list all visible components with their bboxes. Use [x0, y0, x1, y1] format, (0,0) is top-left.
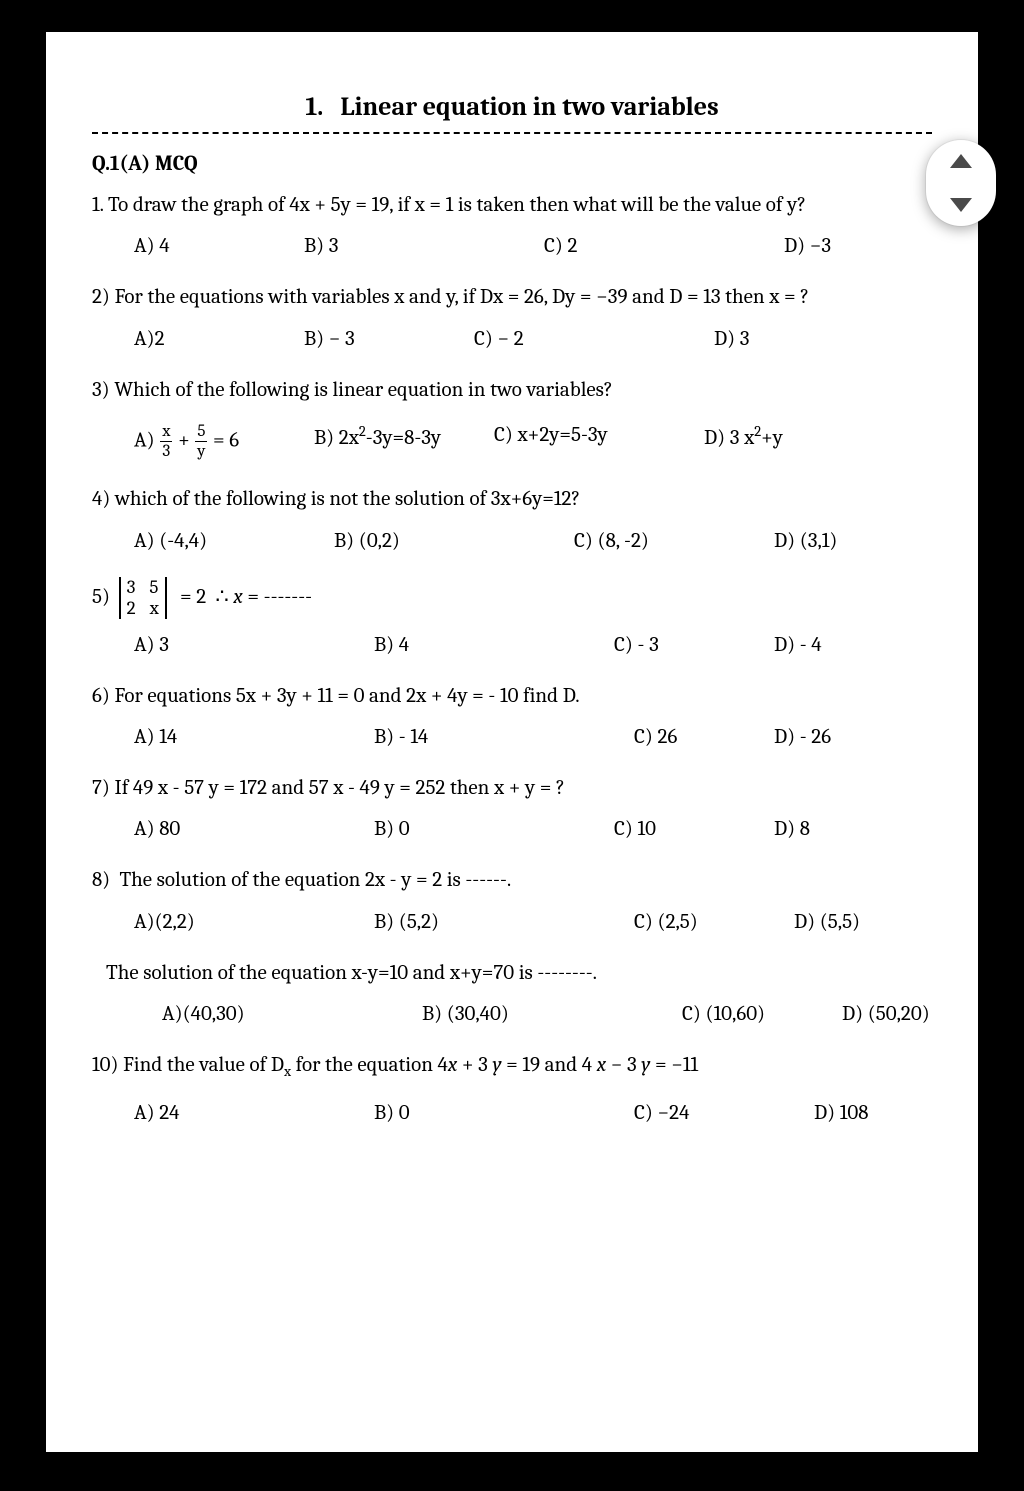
fraction: 5y — [195, 423, 207, 460]
option[interactable]: B) 3 — [304, 234, 544, 258]
section-heading: Q.1(A) MCQ — [92, 152, 932, 176]
options-10: A) 24 B) 0 C) −24 D) 108 — [134, 1101, 932, 1125]
option[interactable]: A) 14 — [134, 725, 374, 749]
option[interactable]: C) 2 — [544, 234, 784, 258]
question-number: 4) — [92, 487, 110, 511]
option[interactable]: B) (30,40) — [422, 1002, 682, 1026]
question-text: To draw the graph of 4x + 5y = 19, if x … — [108, 193, 806, 217]
option[interactable]: A)(2,2) — [134, 910, 374, 934]
option[interactable]: D) (3,1) — [774, 529, 837, 553]
question-number: 7) — [92, 776, 110, 800]
question-6: 6) For equations 5x + 3y + 11 = 0 and 2x… — [92, 681, 932, 711]
option[interactable]: A)(40,30) — [162, 1002, 422, 1026]
question-text: For the equations with variables x and y… — [115, 285, 810, 309]
chapter-name: Linear equation in two variables — [340, 92, 718, 122]
question-4: 4) which of the following is not the sol… — [92, 484, 932, 514]
question-1: 1. To draw the graph of 4x + 5y = 19, if… — [92, 190, 932, 220]
option[interactable]: D) (5,5) — [794, 910, 860, 934]
question-text: For equations 5x + 3y + 11 = 0 and 2x + … — [115, 684, 580, 708]
question-5: 5) 35 2x = 2 ∴ x = ------- — [92, 577, 932, 619]
option[interactable]: B) 0 — [374, 817, 614, 841]
option[interactable]: A) x3 + 5y = 6 — [134, 423, 314, 460]
question-number: 1. — [92, 193, 103, 217]
option[interactable]: D) - 4 — [774, 633, 822, 657]
question-2: 2) For the equations with variables x an… — [92, 282, 932, 312]
option[interactable]: C) (8, -2) — [574, 529, 774, 553]
options-5: A) 3 B) 4 C) - 3 D) - 4 — [134, 633, 932, 657]
question-number: 5) — [92, 585, 110, 609]
option[interactable]: A) 4 — [134, 234, 304, 258]
question-9: The solution of the equation x-y=10 and … — [106, 958, 932, 988]
option[interactable]: D) 3 — [714, 327, 749, 351]
option[interactable]: A) 24 — [134, 1101, 374, 1125]
question-10: 10) Find the value of Dx for the equatio… — [92, 1050, 932, 1083]
option[interactable]: D) - 26 — [774, 725, 831, 749]
option[interactable]: C) (10,60) — [682, 1002, 842, 1026]
question-8: 8) The solution of the equation 2x - y =… — [92, 865, 932, 895]
option[interactable]: D) −3 — [784, 234, 831, 258]
question-text: Which of the following is linear equatio… — [114, 378, 612, 402]
determinant: 35 2x — [119, 577, 167, 619]
divider — [92, 132, 932, 134]
option[interactable]: B) 0 — [374, 1101, 634, 1125]
fraction: x3 — [160, 423, 172, 460]
option[interactable]: D) 108 — [814, 1101, 868, 1125]
option[interactable]: A) 3 — [134, 633, 374, 657]
options-2: A)2 B) − 3 C) − 2 D) 3 — [134, 327, 932, 351]
options-9: A)(40,30) B) (30,40) C) (10,60) D) (50,2… — [162, 1002, 932, 1026]
option[interactable]: B) - 14 — [374, 725, 634, 749]
question-number: 6) — [92, 684, 110, 708]
option[interactable]: D) (50,20) — [842, 1002, 930, 1026]
page-nav-bubble — [926, 140, 996, 226]
question-text: If 49 x - 57 y = 172 and 57 x - 49 y = 2… — [115, 776, 565, 800]
page-up-icon[interactable] — [950, 154, 972, 168]
option[interactable]: C) 10 — [614, 817, 774, 841]
options-7: A) 80 B) 0 C) 10 D) 8 — [134, 817, 932, 841]
option[interactable]: D) 8 — [774, 817, 810, 841]
question-number: 10) — [92, 1053, 118, 1077]
option[interactable]: A)2 — [134, 327, 304, 351]
option[interactable]: B) 2x2-3y=8-3y — [314, 423, 494, 460]
option[interactable]: B) (5,2) — [374, 910, 634, 934]
option[interactable]: C) −24 — [634, 1101, 814, 1125]
option[interactable]: A) 80 — [134, 817, 374, 841]
page-down-icon[interactable] — [950, 198, 972, 212]
question-text: The solution of the equation 2x - y = 2 … — [119, 868, 511, 892]
option[interactable]: C) − 2 — [474, 327, 714, 351]
option[interactable]: A) (-4,4) — [134, 529, 334, 553]
option[interactable]: C) - 3 — [614, 633, 774, 657]
options-6: A) 14 B) - 14 C) 26 D) - 26 — [134, 725, 932, 749]
option[interactable]: C) x+2y=5-3y — [494, 423, 704, 460]
question-3: 3) Which of the following is linear equa… — [92, 375, 932, 405]
question-text: which of the following is not the soluti… — [115, 487, 580, 511]
question-number: 2) — [92, 285, 110, 309]
question-7: 7) If 49 x - 57 y = 172 and 57 x - 49 y … — [92, 773, 932, 803]
chapter-number: 1. — [305, 92, 323, 122]
worksheet-page: 1. Linear equation in two variables Q.1(… — [46, 32, 978, 1452]
option[interactable]: C) (2,5) — [634, 910, 794, 934]
chapter-title: 1. Linear equation in two variables — [92, 92, 932, 122]
option[interactable]: B) 4 — [374, 633, 614, 657]
options-4: A) (-4,4) B) (0,2) C) (8, -2) D) (3,1) — [134, 529, 932, 553]
question-text: The solution of the equation x-y=10 and … — [106, 961, 597, 985]
option[interactable]: B) − 3 — [304, 327, 474, 351]
options-1: A) 4 B) 3 C) 2 D) −3 — [134, 234, 932, 258]
option[interactable]: D) 3 x2+y — [704, 423, 783, 460]
options-8: A)(2,2) B) (5,2) C) (2,5) D) (5,5) — [134, 910, 932, 934]
question-number: 3) — [92, 378, 110, 402]
option[interactable]: B) (0,2) — [334, 529, 574, 553]
options-3: A) x3 + 5y = 6 B) 2x2-3y=8-3y C) x+2y=5-… — [134, 423, 932, 460]
question-number: 8) — [92, 868, 110, 892]
option[interactable]: C) 26 — [634, 725, 774, 749]
